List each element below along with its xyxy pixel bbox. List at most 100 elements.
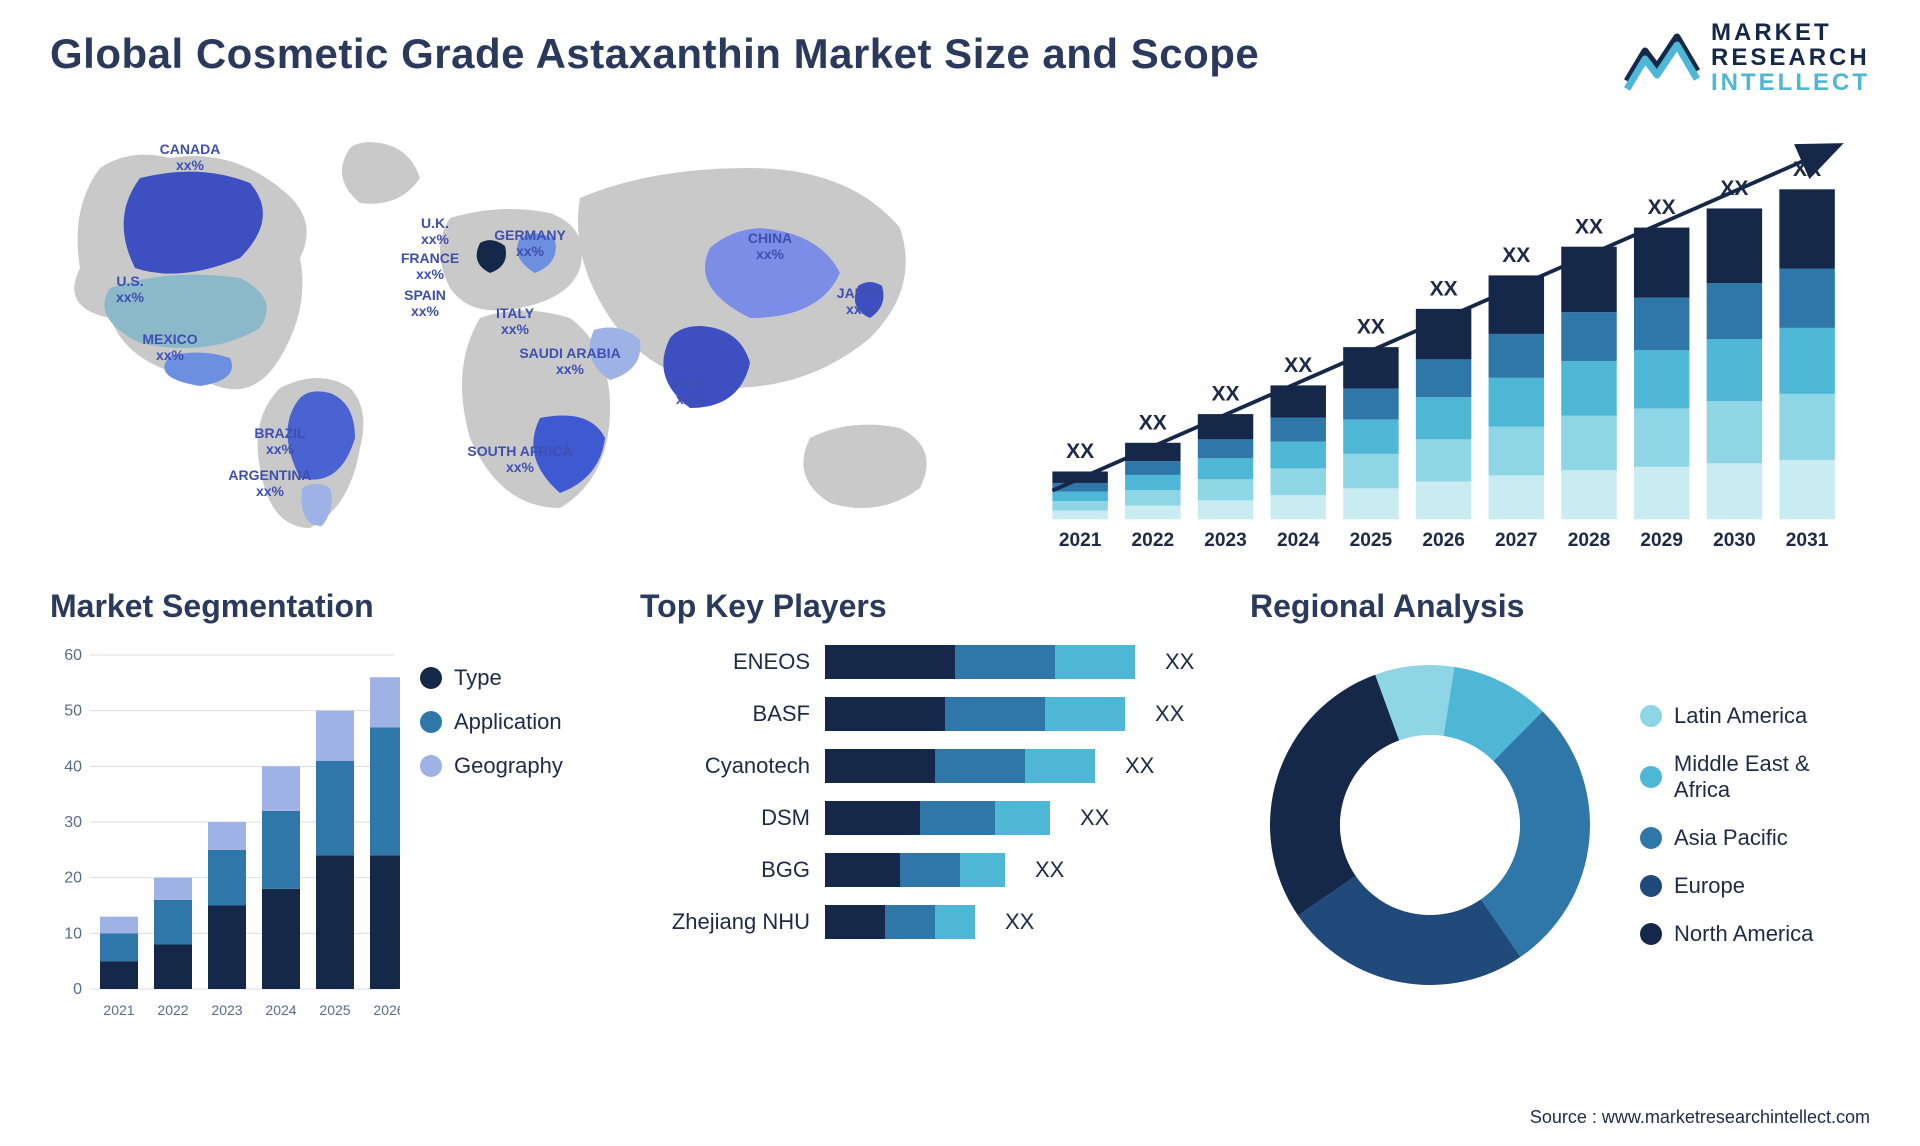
player-row: BGGXX (640, 853, 1220, 887)
player-value: XX (1005, 909, 1034, 935)
svg-text:0: 0 (73, 981, 82, 998)
player-bar-segment (935, 749, 1025, 783)
regional-title: Regional Analysis (1250, 588, 1870, 625)
svg-text:XX: XX (1575, 215, 1603, 238)
player-name: Zhejiang NHU (640, 909, 810, 935)
player-bar-segment (825, 749, 935, 783)
legend-swatch (1640, 766, 1662, 788)
player-row: BASF XX (640, 697, 1220, 731)
player-bar (825, 697, 1125, 731)
svg-text:ITALY: ITALY (496, 305, 535, 321)
svg-text:2021: 2021 (1059, 530, 1102, 548)
players-bar-list: ENEOSXXBASFXXCyanotechXXDSMXXBGGXXZhejia… (640, 645, 1220, 939)
svg-text:SOUTH AFRICA: SOUTH AFRICA (467, 443, 572, 459)
svg-text:50: 50 (64, 703, 82, 720)
svg-text:2027: 2027 (1495, 530, 1538, 548)
world-map-panel: CANADAxx%U.S.xx%MEXICOxx%BRAZILxx%ARGENT… (50, 108, 960, 548)
legend-label: Application (454, 709, 562, 735)
player-value: XX (1165, 649, 1194, 675)
svg-text:xx%: xx% (416, 266, 445, 282)
player-bar-segment (1055, 645, 1135, 679)
player-bar-segment (885, 905, 935, 939)
regional-legend: Latin AmericaMiddle East & AfricaAsia Pa… (1640, 703, 1870, 947)
svg-text:xx%: xx% (266, 441, 295, 457)
svg-text:xx%: xx% (421, 231, 450, 247)
svg-text:xx%: xx% (756, 246, 785, 262)
region-legend-item: Asia Pacific (1640, 825, 1870, 851)
segmentation-legend-item: Type (420, 665, 563, 691)
svg-text:30: 30 (64, 814, 82, 831)
svg-text:xx%: xx% (116, 289, 145, 305)
logo-text-2: RESEARCH (1711, 45, 1870, 70)
player-value: XX (1080, 805, 1109, 831)
svg-text:2026: 2026 (1422, 530, 1465, 548)
player-bar (825, 905, 975, 939)
legend-label: Geography (454, 753, 563, 779)
legend-swatch (420, 755, 442, 777)
player-row: Zhejiang NHU XX (640, 905, 1220, 939)
logo-text-3: INTELLECT (1711, 70, 1870, 95)
region-legend-item: Middle East & Africa (1640, 751, 1870, 803)
svg-text:2031: 2031 (1786, 530, 1829, 548)
svg-text:JAPAN: JAPAN (837, 285, 883, 301)
svg-text:2023: 2023 (1204, 530, 1247, 548)
svg-text:XX: XX (1211, 383, 1239, 406)
player-name: DSM (640, 805, 810, 831)
player-bar-segment (825, 853, 900, 887)
svg-text:CANADA: CANADA (160, 141, 221, 157)
player-bar-segment (995, 801, 1050, 835)
segmentation-bar-chart: 0102030405060202120222023202420252026 (50, 645, 400, 1025)
logo-mark-icon (1623, 23, 1701, 93)
svg-text:BRAZIL: BRAZIL (254, 425, 306, 441)
svg-text:SAUDI ARABIA: SAUDI ARABIA (519, 345, 620, 361)
svg-text:INDIA: INDIA (671, 375, 709, 391)
player-bar-segment (825, 801, 920, 835)
legend-label: North America (1674, 921, 1813, 947)
source-label: Source : www.marketresearchintellect.com (1530, 1107, 1870, 1128)
svg-text:xx%: xx% (176, 157, 205, 173)
regional-donut-chart (1250, 645, 1610, 1005)
svg-text:xx%: xx% (501, 321, 530, 337)
svg-text:2026: 2026 (373, 1002, 400, 1018)
svg-text:xx%: xx% (516, 243, 545, 259)
player-name: BASF (640, 701, 810, 727)
svg-text:2022: 2022 (1132, 530, 1175, 548)
player-bar-segment (900, 853, 960, 887)
svg-text:xx%: xx% (506, 459, 535, 475)
legend-label: Middle East & Africa (1674, 751, 1870, 803)
segmentation-title: Market Segmentation (50, 588, 610, 625)
player-value: XX (1125, 753, 1154, 779)
svg-text:CHINA: CHINA (748, 230, 792, 246)
legend-label: Type (454, 665, 502, 691)
svg-text:MEXICO: MEXICO (142, 331, 197, 347)
svg-text:xx%: xx% (676, 391, 705, 407)
logo-text-1: MARKET (1711, 20, 1870, 45)
player-bar-segment (935, 905, 975, 939)
player-name: ENEOS (640, 649, 810, 675)
svg-text:xx%: xx% (256, 483, 285, 499)
player-name: Cyanotech (640, 753, 810, 779)
svg-text:GERMANY: GERMANY (494, 227, 566, 243)
page-title: Global Cosmetic Grade Astaxanthin Market… (50, 30, 1870, 78)
svg-text:2025: 2025 (1350, 530, 1393, 548)
svg-text:2023: 2023 (211, 1002, 242, 1018)
segmentation-legend: Type Application Geography (420, 665, 563, 1025)
legend-swatch (420, 667, 442, 689)
player-bar-segment (825, 697, 945, 731)
player-bar-segment (825, 645, 955, 679)
players-title: Top Key Players (640, 588, 1220, 625)
svg-text:SPAIN: SPAIN (404, 287, 446, 303)
svg-text:U.S.: U.S. (116, 273, 143, 289)
legend-swatch (1640, 827, 1662, 849)
legend-swatch (1640, 875, 1662, 897)
player-bar (825, 853, 1005, 887)
player-value: XX (1155, 701, 1184, 727)
svg-text:XX: XX (1139, 411, 1167, 434)
svg-text:XX: XX (1066, 440, 1094, 463)
player-value: XX (1035, 857, 1064, 883)
svg-text:40: 40 (64, 758, 82, 775)
brand-logo: MARKET RESEARCH INTELLECT (1623, 20, 1870, 96)
svg-text:U.K.: U.K. (421, 215, 449, 231)
market-size-bar-chart: XX2021XX2022XX2023XX2024XX2025XX2026XX20… (1000, 108, 1870, 548)
svg-text:xx%: xx% (556, 361, 585, 377)
